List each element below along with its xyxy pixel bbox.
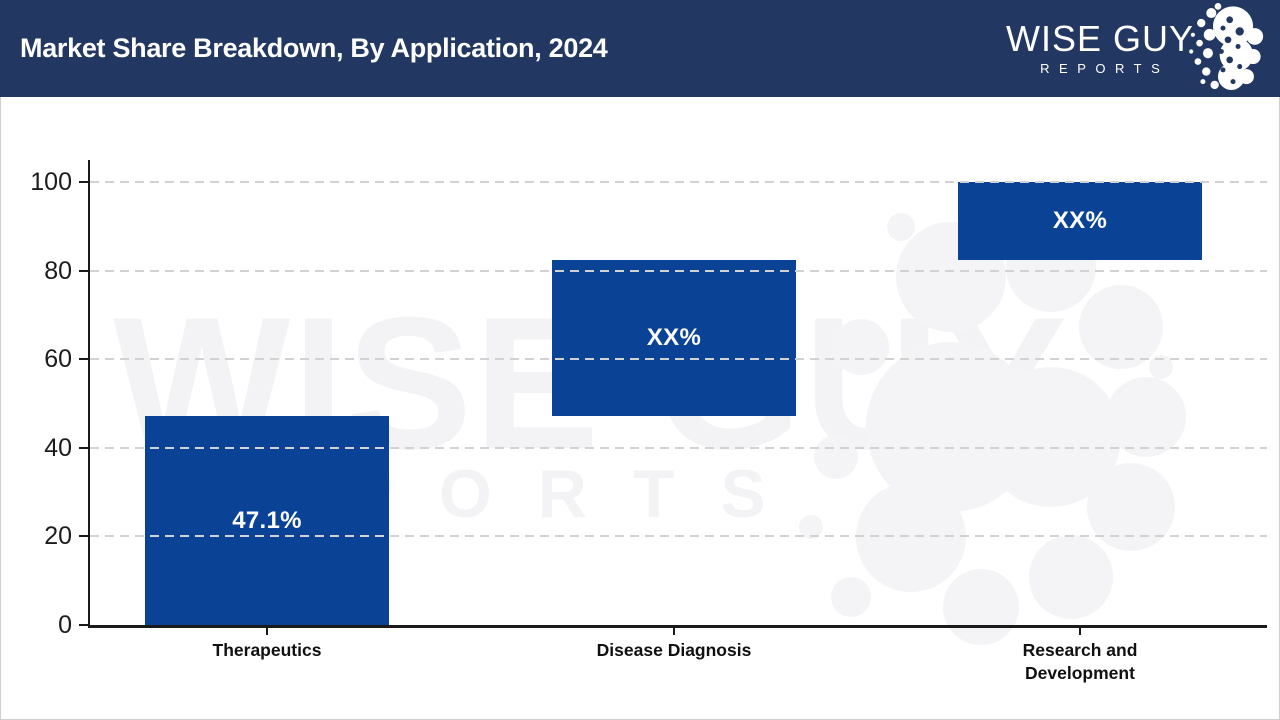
plot-area: 0 20 40 60 80 100 47.1% XX% XX% Therapeutics Disea… xyxy=(30,160,1267,683)
y-axis-tick xyxy=(79,446,88,449)
y-axis-tick xyxy=(79,358,88,361)
y-axis-tick-label: 100 xyxy=(30,168,72,196)
y-axis-tick xyxy=(79,624,88,626)
bar-value-label: XX% xyxy=(1052,207,1108,235)
y-axis-tick-label: 60 xyxy=(44,345,72,374)
y-gridline xyxy=(90,358,1267,361)
category-label: Research and Development xyxy=(1022,640,1138,683)
y-gridline xyxy=(90,535,1267,538)
chart-area: WISE GUY REPORTS 0 20 40 60 80 100 47.1% XX% XX%… xyxy=(0,97,1280,720)
y-gridline xyxy=(90,269,1267,272)
bar-therapeutics: 47.1% xyxy=(145,416,389,625)
y-axis-tick-label: 80 xyxy=(44,256,72,285)
category-label: Disease Diagnosis xyxy=(596,640,752,660)
y-axis-tick-label: 0 xyxy=(58,611,72,639)
wise-guy-reports-logo: WISE GUY REPORTS xyxy=(1005,2,1266,95)
y-axis-tick xyxy=(79,535,88,538)
y-gridline xyxy=(90,446,1267,449)
dotted-head-profile-icon xyxy=(1189,2,1264,90)
bar-disease-diagnosis: XX% xyxy=(552,260,796,417)
y-axis-tick xyxy=(79,181,88,183)
logo-wordmark: WISE GUY xyxy=(1005,18,1194,59)
bar-value-label: XX% xyxy=(646,324,702,352)
y-axis-tick xyxy=(79,269,88,272)
y-axis-tick-label: 40 xyxy=(44,433,72,462)
logo-subtitle: REPORTS xyxy=(1040,61,1170,76)
bar-value-label: 47.1% xyxy=(232,506,302,534)
logo-text: WISE GUY REPORTS xyxy=(1005,18,1194,77)
header-bar: Market Share Breakdown, By Application, … xyxy=(0,0,1280,97)
y-axis-tick-label: 20 xyxy=(44,522,72,551)
y-gridline xyxy=(90,181,1267,183)
category-label: Therapeutics xyxy=(212,640,322,660)
bar-research-and-development: XX% xyxy=(958,182,1202,261)
x-axis-tick xyxy=(673,625,675,635)
x-axis-tick xyxy=(266,625,268,635)
x-axis-tick xyxy=(1079,625,1081,635)
page-title: Market Share Breakdown, By Application, … xyxy=(20,33,608,63)
